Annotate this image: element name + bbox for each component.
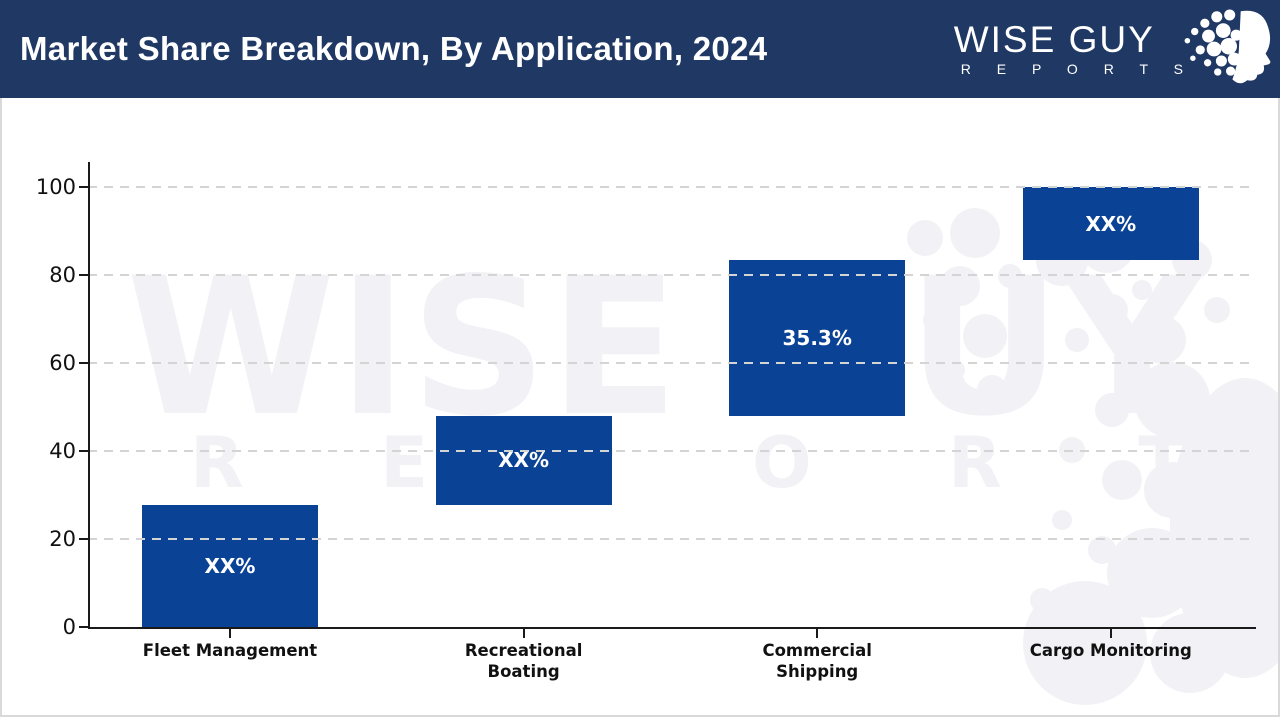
page-bottom-border [0, 715, 1280, 717]
category-label: Commercial Shipping [762, 641, 872, 681]
y-tick-label: 60 [49, 351, 76, 375]
x-tick-mark [522, 629, 525, 638]
bar [435, 415, 612, 505]
gridline [88, 450, 1256, 452]
category-label: Recreational Boating [464, 641, 583, 681]
y-tick-label: 40 [49, 439, 76, 463]
page-left-border [0, 98, 2, 717]
x-tick-mark [229, 629, 231, 638]
page-right-border [1278, 98, 1280, 717]
category-label: Fleet Management [142, 641, 318, 660]
x-axis [88, 627, 1256, 629]
bar [729, 260, 906, 416]
header-bar: Market Share Breakdown, By Application, … [0, 0, 1280, 98]
bar-value-label: XX% [1085, 211, 1137, 236]
page-title: Market Share Breakdown, By Application, … [20, 30, 768, 67]
bar [1022, 187, 1199, 261]
gridline [88, 186, 1256, 188]
watermark-wordmark: WISE GUY [126, 237, 1203, 458]
y-tick-label: 0 [62, 615, 76, 639]
y-tick-mark [79, 274, 88, 276]
bar-value-label: XX% [498, 448, 550, 473]
chart-area: WISE GUY R E P O R T S 0 20 40 60 80 100 XX% Fl… [0, 98, 1280, 720]
brand-logo: WISE GUY R E P O R T S [954, 0, 1272, 98]
bar-value-label: XX% [204, 553, 256, 578]
category-label: Cargo Monitoring [1029, 641, 1192, 660]
bar [142, 504, 318, 627]
y-tick-label: 100 [35, 175, 76, 199]
gridline [88, 362, 1256, 364]
y-tick-label: 20 [49, 527, 76, 551]
watermark-subtext: R E P O R T S [190, 422, 1280, 504]
bar-value-label: 35.3% [782, 326, 852, 351]
y-tick-mark [79, 538, 88, 540]
y-tick-label: 80 [49, 263, 76, 287]
gridline [88, 274, 1256, 276]
x-tick-mark [816, 629, 819, 638]
brand-logo-text: WISE GUY R E P O R T S [953, 18, 1194, 78]
y-tick-mark [79, 626, 88, 628]
x-tick-mark [1109, 629, 1112, 638]
y-tick-mark [79, 450, 88, 452]
logo-subtext: R E P O R T S [960, 60, 1194, 77]
logo-wordmark: WISE GUY [953, 18, 1155, 60]
gridline [88, 538, 1256, 540]
y-tick-mark [79, 186, 88, 188]
plot: 0 20 40 60 80 100 XX% Fleet Management XX% Recrea… [0, 98, 1280, 720]
logo-head-icon [1184, 9, 1271, 84]
y-axis [88, 162, 90, 629]
y-tick-mark [79, 362, 88, 364]
